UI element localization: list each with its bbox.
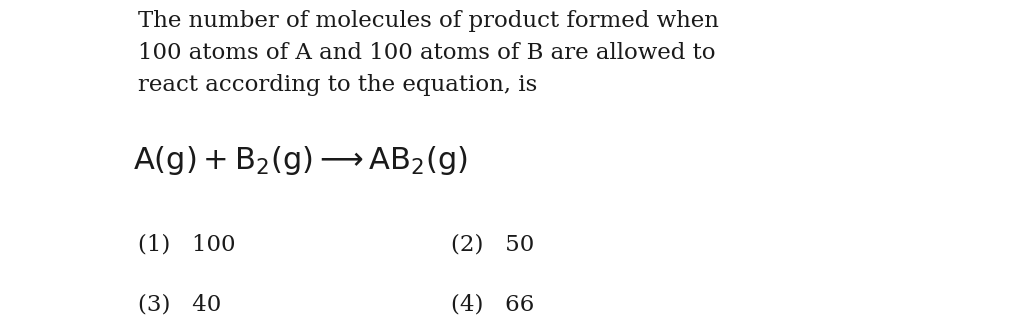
Text: (2)   50: (2) 50 [451,234,534,256]
Text: (4)   66: (4) 66 [451,294,534,316]
Text: (1)   100: (1) 100 [138,234,236,256]
Text: The number of molecules of product formed when
100 atoms of A and 100 atoms of B: The number of molecules of product forme… [138,10,719,97]
Text: (3)   40: (3) 40 [138,294,221,316]
Text: $\mathrm{A(g)+B_2(g)\longrightarrow AB_2(g)}$: $\mathrm{A(g)+B_2(g)\longrightarrow AB_2… [133,144,468,177]
